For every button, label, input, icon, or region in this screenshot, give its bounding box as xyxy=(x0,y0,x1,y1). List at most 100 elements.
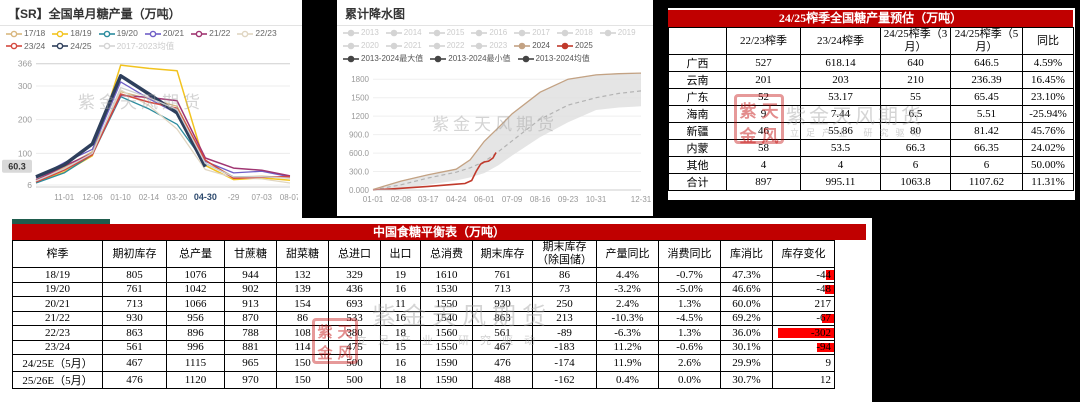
cell: -48 xyxy=(772,281,835,297)
legend-marker-icon xyxy=(98,42,115,50)
axis-label: 366 xyxy=(18,59,32,69)
table-row: 19/20 761 1042 902 139 436 16 1530 713 73 -3.2% -5.… xyxy=(12,281,835,297)
legend-item-21/22[interactable]: 21/22 xyxy=(191,28,230,39)
cell: 66.3 xyxy=(880,139,951,157)
legend-label: 18/19 xyxy=(70,28,92,38)
cell: 86 xyxy=(532,267,597,283)
cell: 930 xyxy=(472,296,533,312)
axis-label: 08-07 xyxy=(280,193,298,202)
cell: 24.02% xyxy=(1022,139,1074,157)
legend-item-22/23[interactable]: 22/23 xyxy=(237,28,277,39)
cell: 9 xyxy=(726,105,801,123)
legend-item-2023[interactable]: 2023 xyxy=(471,41,507,52)
cell: 86 xyxy=(276,310,329,326)
cell: 436 xyxy=(328,281,381,297)
legend-item-2017-2023均值[interactable]: 2017-2023均值 xyxy=(98,41,174,52)
column-header: 总产量 xyxy=(166,240,225,268)
legend-item-2024[interactable]: 2024 xyxy=(514,41,550,52)
cell: 1076 xyxy=(166,267,225,283)
monthly-output-chart[interactable]: 366 300 200 100 660.3 11-01 12-06 01-10 02-14 03-… xyxy=(0,53,301,205)
legend-item-23/24[interactable]: 23/24 xyxy=(6,41,45,52)
axis-label: 12-06 xyxy=(82,193,103,202)
cell: 16.45% xyxy=(1022,71,1074,89)
legend-marker-icon xyxy=(385,42,402,50)
cell: 11 xyxy=(380,296,421,312)
cell: 65.45 xyxy=(950,88,1023,106)
cell: 970 xyxy=(224,371,277,389)
legend-item-2018[interactable]: 2018 xyxy=(556,28,593,39)
cell: 15 xyxy=(380,339,421,355)
legend-item-19/20[interactable]: 19/20 xyxy=(98,28,138,39)
cell: 80 xyxy=(880,122,951,140)
legend-marker-icon xyxy=(556,29,573,37)
legend-item-2021[interactable]: 2021 xyxy=(385,41,422,52)
cell: 913 xyxy=(224,296,277,312)
cell: 475 xyxy=(328,339,381,355)
cell: 533 xyxy=(328,310,381,326)
axis-label: 0.000 xyxy=(349,186,370,195)
table-row: 23/24 561 996 881 114 475 15 1550 467 -183 11.2% -0… xyxy=(12,339,835,355)
cell: 53.17 xyxy=(800,88,881,106)
cell: 236.39 xyxy=(950,71,1023,89)
column-header: 同比 xyxy=(1022,27,1074,55)
legend-item-2025[interactable]: 2025 xyxy=(556,41,593,52)
legend-item-2014[interactable]: 2014 xyxy=(385,28,422,39)
cell: 海南 xyxy=(668,105,727,123)
legend-item-2017[interactable]: 2017 xyxy=(514,28,550,39)
cell: 476 xyxy=(472,354,533,372)
legend-marker-icon xyxy=(191,30,208,37)
cell: 81.42 xyxy=(950,122,1023,140)
cell: -89 xyxy=(532,325,597,341)
cell: 36.0% xyxy=(720,325,773,341)
table-row: 广东 52 53.17 55 65.45 23.10% xyxy=(668,88,1074,106)
legend-item-24/25[interactable]: 24/25 xyxy=(52,41,92,52)
cell: -0.7% xyxy=(658,267,721,283)
table-row: 内蒙 58 53.5 66.3 66.35 24.02% xyxy=(668,139,1074,157)
legend-item-17/18[interactable]: 17/18 xyxy=(6,28,45,39)
legend-item-2015[interactable]: 2015 xyxy=(428,28,464,39)
legend-item-2020[interactable]: 2020 xyxy=(343,41,379,52)
axis-label: 04-30 xyxy=(194,192,217,202)
series-2013-2024均值 xyxy=(372,90,642,191)
cell: -162 xyxy=(532,371,597,389)
legend-marker-icon xyxy=(517,55,534,63)
legend-item-18/19[interactable]: 18/19 xyxy=(52,28,92,39)
legend-label: 2014 xyxy=(403,28,422,37)
cell: 1610 xyxy=(420,267,473,283)
cell: -174 xyxy=(532,354,597,372)
column-header: 出口 xyxy=(380,240,421,268)
axis-label: 06-01 xyxy=(474,195,495,204)
legend-label: 2013-2024最大值 xyxy=(361,53,424,63)
cell: 500 xyxy=(328,354,381,372)
legend-item-2013-2024均值[interactable]: 2013-2024均值 xyxy=(517,54,590,65)
stock-change-value: -94 xyxy=(816,341,831,354)
legend-label: 17/18 xyxy=(24,28,46,38)
cell: 55 xyxy=(880,88,951,106)
legend-item-2022[interactable]: 2022 xyxy=(428,41,464,52)
cell: 16 xyxy=(380,354,421,372)
cell: 114 xyxy=(276,339,329,355)
stock-change-value: 9 xyxy=(825,357,832,369)
legend-item-20/21[interactable]: 20/21 xyxy=(144,28,184,39)
stock-change-value: -67 xyxy=(816,312,831,325)
legend-marker-icon xyxy=(599,29,616,37)
cell: -44 xyxy=(772,267,835,283)
cell: 1530 xyxy=(420,281,473,297)
legend-label: 2020 xyxy=(361,40,379,50)
column-header xyxy=(668,27,727,55)
legend-item-2013-2024最大值[interactable]: 2013-2024最大值 xyxy=(343,54,423,65)
cell: 139 xyxy=(276,281,329,297)
axis-label: 09-23 xyxy=(558,195,579,204)
cell: 902 xyxy=(224,281,277,297)
cell: 内蒙 xyxy=(668,139,727,157)
legend-item-2016[interactable]: 2016 xyxy=(471,28,507,39)
cell: 0.0% xyxy=(658,371,721,389)
cell: 996 xyxy=(166,339,225,355)
legend-item-2013[interactable]: 2013 xyxy=(343,28,379,39)
monthly-output-chart-legend: 17/18 18/19 19/20 20/21 21/22 22/23 23/24 24/25… xyxy=(0,26,302,53)
cell: 1550 xyxy=(420,339,473,355)
legend-marker-icon xyxy=(343,29,359,37)
legend-item-2013-2024最小值[interactable]: 2013-2024最小值 xyxy=(430,54,511,65)
legend-item-2019[interactable]: 2019 xyxy=(599,28,636,39)
